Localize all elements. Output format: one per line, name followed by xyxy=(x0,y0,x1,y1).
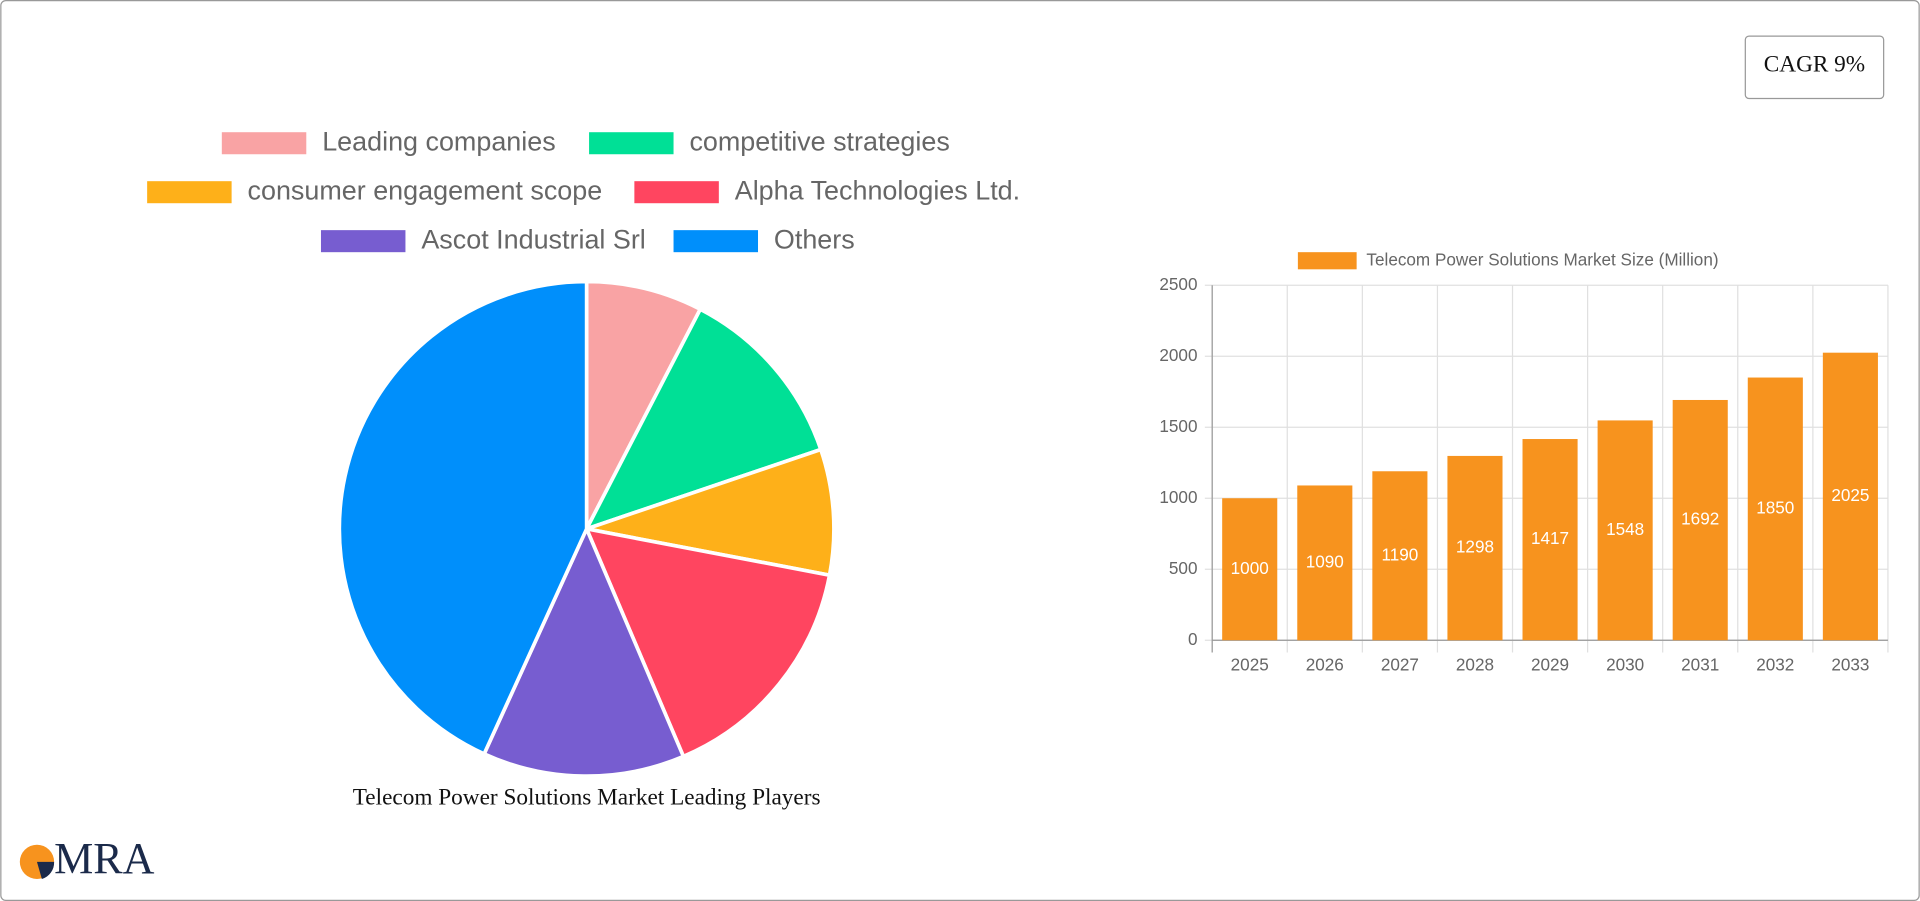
legend-swatch xyxy=(1297,252,1357,270)
x-tick-label: 2027 xyxy=(1381,654,1419,674)
legend-label: Ascot Industrial Srl xyxy=(421,224,645,254)
y-tick-label: 0 xyxy=(1188,629,1198,649)
legend-swatch xyxy=(673,230,759,253)
x-tick-label: 2025 xyxy=(1231,654,1269,674)
bar-value-label: 1548 xyxy=(1606,519,1644,539)
cagr-label: CAGR 9% xyxy=(1764,51,1865,77)
legend-label: Others xyxy=(774,224,855,254)
x-tick-label: 2028 xyxy=(1456,654,1494,674)
y-tick-label: 1500 xyxy=(1159,416,1197,436)
bar xyxy=(1372,471,1428,641)
legend-swatch xyxy=(221,132,307,155)
bar xyxy=(1822,352,1878,641)
legend-label: competitive strategies xyxy=(689,126,949,156)
bar xyxy=(1747,377,1803,641)
bar-value-label: 1850 xyxy=(1756,497,1794,517)
bar xyxy=(1222,498,1278,641)
x-tick-label: 2031 xyxy=(1681,654,1719,674)
legend-swatch xyxy=(147,181,232,204)
pie-slice xyxy=(583,526,832,759)
y-tick-label: 500 xyxy=(1169,558,1198,578)
logo-text: MRA xyxy=(54,834,155,883)
bar-value-label: 2025 xyxy=(1831,485,1869,505)
pie-slice xyxy=(337,279,589,757)
logo-mark-slice xyxy=(36,861,55,879)
x-tick-label: 2033 xyxy=(1831,654,1869,674)
bar-value-label: 1190 xyxy=(1381,544,1418,564)
bar-value-label: 1000 xyxy=(1231,558,1269,578)
pie-slice xyxy=(584,279,703,530)
legend-label: consumer engagement scope xyxy=(248,175,603,205)
y-tick-label: 2000 xyxy=(1159,345,1197,365)
bar xyxy=(1597,420,1653,641)
bar-value-label: 1090 xyxy=(1306,551,1344,571)
legend-label: Leading companies xyxy=(322,126,555,156)
pie-slice xyxy=(481,524,686,778)
legend-swatch xyxy=(589,132,674,155)
cagr-box xyxy=(1744,35,1885,100)
bar xyxy=(1297,485,1353,641)
bar-value-label: 1298 xyxy=(1456,537,1494,557)
y-tick-label: 2500 xyxy=(1159,274,1197,294)
pie-slice xyxy=(582,306,824,533)
x-tick-label: 2026 xyxy=(1306,654,1344,674)
bar-value-label: 1417 xyxy=(1531,528,1569,548)
legend-swatch xyxy=(320,230,406,253)
bar xyxy=(1522,439,1578,641)
y-tick-label: 1000 xyxy=(1159,487,1197,507)
x-tick-label: 2030 xyxy=(1606,654,1644,674)
bar xyxy=(1672,399,1728,641)
bar xyxy=(1447,455,1503,641)
legend-label: Telecom Power Solutions Market Size (Mil… xyxy=(1366,249,1718,269)
x-tick-label: 2032 xyxy=(1756,654,1794,674)
legend-label: Alpha Technologies Ltd. xyxy=(735,175,1020,205)
bar-value-label: 1692 xyxy=(1681,509,1719,529)
pie-slice xyxy=(579,447,836,578)
legend-swatch xyxy=(634,181,719,204)
x-tick-label: 2029 xyxy=(1531,654,1569,674)
pie-title: Telecom Power Solutions Market Leading P… xyxy=(353,785,821,811)
